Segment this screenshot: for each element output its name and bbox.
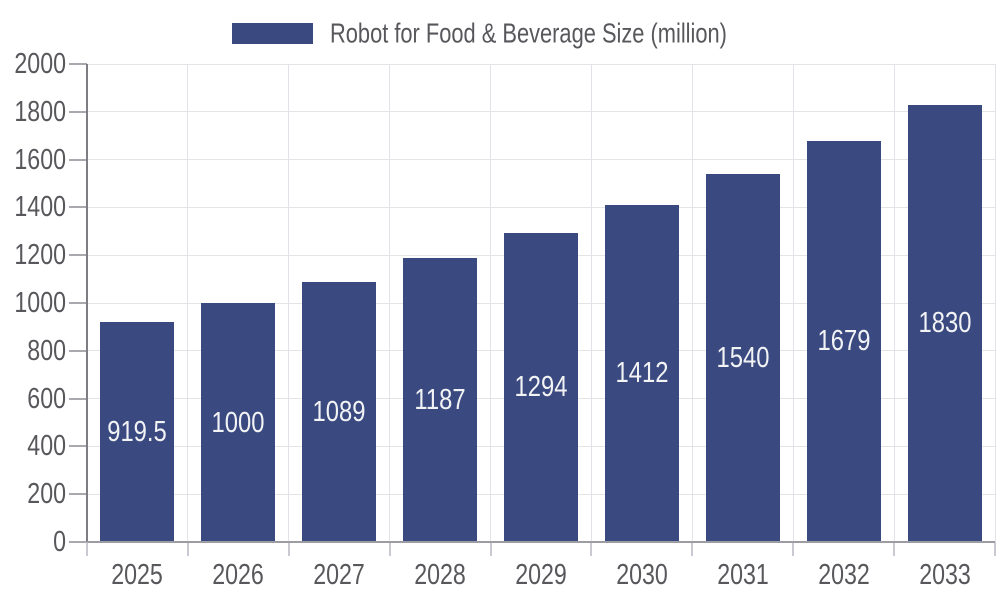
gridline-vertical (691, 64, 693, 542)
x-axis-line (87, 541, 995, 543)
bar: 1294 (504, 232, 578, 542)
y-axis-tick (69, 445, 87, 448)
gridline-vertical (893, 64, 895, 542)
x-tick-label: 2026 (212, 559, 265, 591)
gridline-vertical (590, 64, 592, 542)
x-axis-tick (388, 542, 391, 556)
bar: 1679 (806, 140, 881, 542)
bar: 1412 (604, 204, 679, 542)
y-tick-label: 1000 (14, 287, 66, 319)
bar: 1830 (907, 104, 982, 542)
gridline-vertical (187, 64, 189, 542)
x-axis-tick (287, 542, 290, 556)
x-axis-tick (186, 542, 189, 556)
bar-value-label: 1187 (414, 384, 466, 417)
y-axis-tick (69, 63, 87, 65)
y-axis-tick (69, 206, 87, 209)
bar: 1540 (705, 173, 780, 542)
bar: 919.5 (100, 322, 175, 542)
x-tick-label: 2028 (414, 559, 466, 591)
bar-value-label: 919.5 (107, 416, 168, 449)
legend-swatch (232, 23, 313, 44)
x-axis-tick (994, 542, 996, 556)
x-axis-tick (590, 542, 593, 556)
y-axis-tick (69, 541, 87, 543)
gridline-vertical (389, 64, 391, 542)
gridline-horizontal (87, 206, 995, 208)
y-axis-tick (69, 493, 87, 496)
x-tick-label: 2027 (313, 559, 366, 591)
y-tick-label: 1800 (14, 95, 66, 128)
x-tick-label: 2033 (918, 559, 971, 591)
y-tick-label: 1200 (14, 239, 66, 272)
bar-value-label: 1679 (817, 325, 871, 358)
gridline-horizontal (87, 63, 995, 65)
y-tick-label: 1600 (14, 143, 66, 176)
x-tick-label: 2025 (111, 559, 164, 591)
x-tick-label: 2032 (817, 559, 870, 591)
y-axis-tick (69, 397, 87, 400)
gridline-horizontal (87, 159, 995, 161)
bar: 1187 (403, 258, 478, 542)
bar-value-label: 1412 (615, 357, 669, 390)
bar-value-label: 1830 (918, 307, 971, 340)
gridline-vertical (490, 64, 492, 542)
x-axis-tick (86, 542, 88, 556)
bar-value-label: 1000 (211, 406, 265, 439)
y-axis-line (86, 64, 88, 542)
bar: 1000 (201, 303, 276, 542)
gridline-horizontal (87, 111, 995, 113)
y-tick-label: 800 (27, 334, 66, 367)
y-tick-label: 200 (27, 478, 66, 511)
y-tick-label: 2000 (14, 48, 66, 80)
x-axis-tick (489, 542, 492, 556)
legend-label: Robot for Food & Beverage Size (million) (330, 16, 727, 48)
y-tick-label: 0 (53, 526, 66, 558)
y-axis-tick (69, 349, 87, 352)
y-tick-label: 400 (27, 430, 66, 463)
y-axis-tick (69, 110, 87, 113)
x-tick-label: 2031 (716, 559, 769, 591)
y-tick-label: 600 (27, 382, 66, 415)
gridline-vertical (994, 64, 996, 542)
gridline-vertical (288, 64, 290, 542)
gridline-vertical (792, 64, 794, 542)
x-axis-tick (691, 542, 694, 556)
x-axis-tick (792, 542, 795, 556)
x-axis-tick (893, 542, 896, 556)
y-tick-label: 1400 (14, 191, 66, 224)
x-tick-label: 2030 (616, 559, 668, 591)
y-axis-tick (69, 254, 87, 257)
y-axis-tick (69, 302, 87, 304)
bar: 1089 (302, 281, 377, 542)
bar-value-label: 1294 (514, 371, 568, 404)
bar-value-label: 1540 (716, 341, 770, 374)
bar-value-label: 1089 (312, 395, 366, 428)
x-tick-label: 2029 (515, 559, 567, 591)
y-axis-tick (69, 158, 87, 161)
